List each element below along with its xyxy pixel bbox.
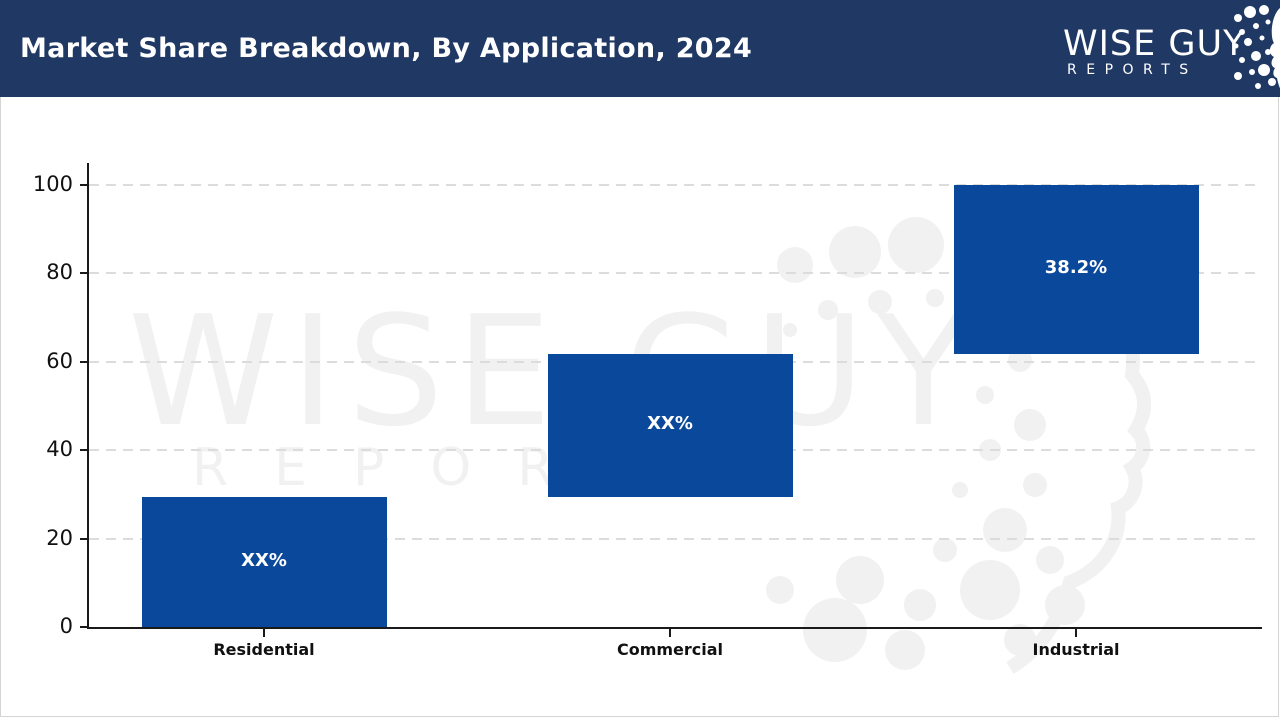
bar-value-label: XX% bbox=[647, 413, 693, 435]
bar-commercial: XX% bbox=[547, 353, 793, 497]
y-axis-tick bbox=[80, 184, 88, 187]
header-bar: Market Share Breakdown, By Application, … bbox=[0, 0, 1280, 97]
chart-title: Market Share Breakdown, By Application, … bbox=[20, 33, 753, 64]
gridline-y80 bbox=[89, 272, 1262, 275]
y-tick-label: 60 bbox=[46, 348, 73, 373]
x-axis-tick bbox=[669, 629, 671, 637]
x-category-label-commercial: Commercial bbox=[616, 640, 724, 659]
bar-industrial: 38.2% bbox=[953, 185, 1199, 354]
y-axis-tick bbox=[80, 537, 88, 540]
x-category-label-industrial: Industrial bbox=[1032, 640, 1120, 659]
x-category-label-residential: Residential bbox=[213, 640, 315, 659]
wise-guy-logo: WISE GUY REPORTS bbox=[1030, 0, 1280, 97]
logo-head-icon bbox=[1233, 5, 1280, 89]
gridline-y20 bbox=[89, 537, 1262, 540]
logo-reports-text: REPORTS bbox=[1067, 62, 1198, 78]
gridline-y100 bbox=[89, 184, 1262, 187]
x-axis bbox=[87, 627, 1262, 629]
x-axis-tick bbox=[263, 629, 265, 637]
logo-wiseguy-text: WISE GUY bbox=[1063, 24, 1246, 64]
y-axis-tick bbox=[80, 449, 88, 452]
bar-value-label: XX% bbox=[241, 549, 287, 571]
y-tick-label: 40 bbox=[46, 437, 73, 462]
y-tick-label: 20 bbox=[46, 525, 73, 550]
bar-residential: XX% bbox=[141, 496, 387, 627]
x-axis-tick bbox=[1075, 629, 1077, 637]
y-axis-tick bbox=[80, 272, 88, 275]
bar-value-label: 38.2% bbox=[1044, 257, 1108, 279]
y-axis-tick bbox=[80, 626, 88, 628]
y-tick-label: 80 bbox=[46, 260, 73, 285]
y-tick-label: 100 bbox=[32, 172, 73, 197]
y-tick-label: 0 bbox=[59, 614, 73, 638]
y-axis bbox=[87, 163, 89, 629]
y-axis-tick bbox=[80, 360, 88, 363]
